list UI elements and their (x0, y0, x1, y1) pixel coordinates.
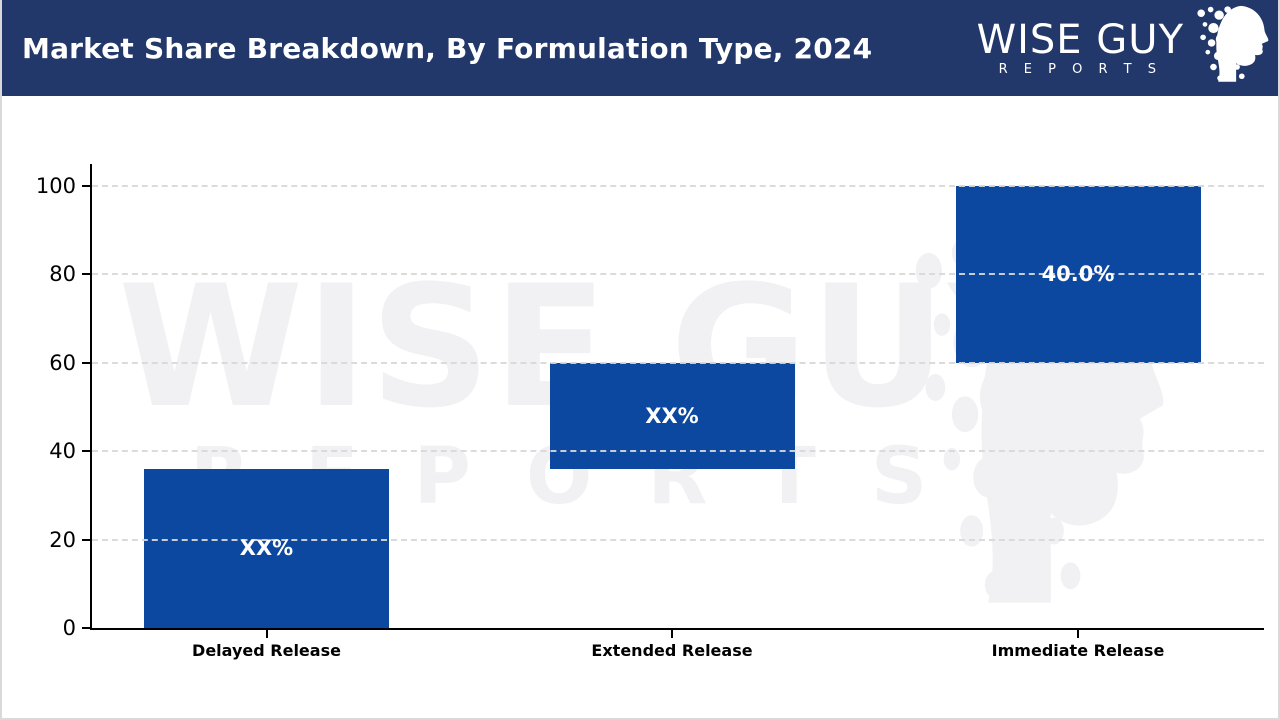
bar-value-label: 40.0% (1041, 262, 1115, 286)
y-axis-tick (82, 273, 90, 275)
y-axis-tick (82, 538, 90, 541)
gridline (92, 273, 1264, 275)
y-axis-tick (82, 627, 90, 629)
brand-logo: WISE GUY R E P O R T S (977, 4, 1272, 92)
y-axis-tick-label: 80 (49, 262, 76, 286)
x-axis-category-label: Extended Release (591, 641, 753, 660)
y-axis-tick-label: 40 (49, 439, 76, 463)
x-axis-line (90, 628, 1264, 630)
brand-reports-text: R E P O R T S (998, 62, 1162, 77)
bar-delayed-release (144, 468, 389, 628)
page-title: Market Share Breakdown, By Formulation T… (22, 31, 873, 65)
x-axis-tick (1077, 630, 1079, 638)
bar-value-label: XX% (645, 403, 699, 428)
gridline (92, 184, 1264, 187)
brand-name-text: WISE GUY (976, 17, 1184, 63)
bar-value-label: XX% (239, 536, 294, 561)
brand-wordmark: WISE GUY R E P O R T S (977, 19, 1184, 77)
gridline (92, 538, 1264, 541)
y-axis-tick (82, 184, 90, 187)
x-axis-category-label: Immediate Release (991, 641, 1165, 660)
y-axis-tick-label: 100 (35, 173, 76, 198)
x-axis-tick (671, 630, 673, 638)
y-axis-tick-label: 20 (49, 527, 76, 552)
y-axis-tick-label: 0 (62, 616, 76, 640)
x-axis-category-label: Delayed Release (192, 641, 341, 660)
y-axis-tick (82, 450, 90, 452)
y-axis-tick (82, 361, 90, 364)
y-axis-tick-label: 60 (49, 350, 76, 375)
gridline (92, 450, 1264, 452)
gridline (92, 361, 1264, 364)
header: Market Share Breakdown, By Formulation T… (2, 0, 1278, 96)
x-axis-tick (265, 630, 268, 638)
y-axis-line (90, 164, 92, 630)
logo-face-icon (1197, 5, 1269, 82)
